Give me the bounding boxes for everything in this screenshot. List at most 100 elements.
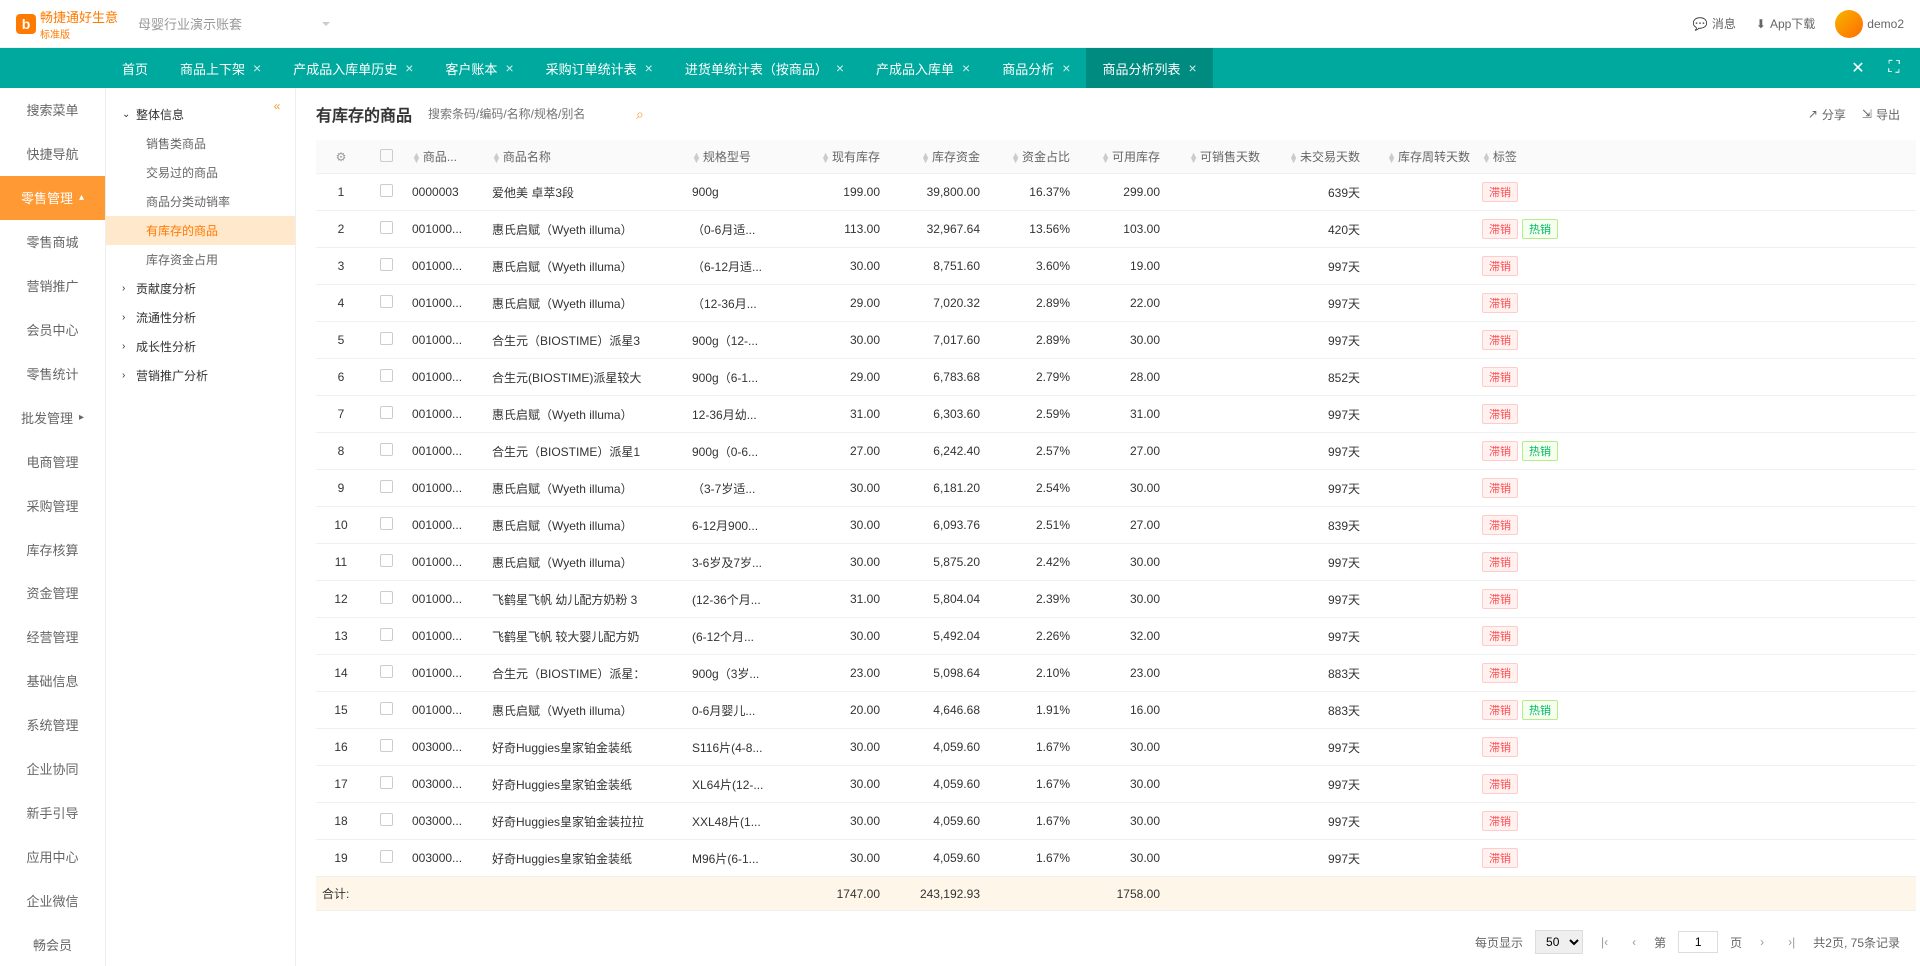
column-header[interactable]: ▲▼规格型号 [686,140,796,174]
sort-icon[interactable]: ▲▼ [1101,153,1110,163]
tab-close-icon[interactable]: × [1062,60,1070,76]
row-checkbox[interactable] [380,258,393,271]
fullscreen-icon[interactable]: ⛶ [1880,54,1908,82]
tab[interactable]: 商品分析× [986,48,1086,88]
column-header[interactable]: ▲▼商品名称 [486,140,686,174]
table-row[interactable]: 8001000...合生元（BIOSTIME）派星1900g（0-6...27.… [316,433,1916,470]
tree-section[interactable]: ›营销推广分析 [106,361,295,390]
close-all-icon[interactable]: ✕ [1844,54,1872,82]
row-checkbox[interactable] [380,517,393,530]
table-row[interactable]: 7001000...惠氏启赋（Wyeth illuma）12-36月幼...31… [316,396,1916,433]
table-row[interactable]: 15001000...惠氏启赋（Wyeth illuma）0-6月婴儿...20… [316,692,1916,729]
sidebar-item[interactable]: 快捷导航 [0,132,105,176]
tab-close-icon[interactable]: × [962,60,970,76]
tree-item[interactable]: 销售类商品 [106,129,295,158]
export-button[interactable]: ⇲ 导出 [1862,106,1900,123]
message-link[interactable]: 💬 消息 [1693,15,1736,32]
tab[interactable]: 首页 [106,48,164,88]
table-row[interactable]: 6001000...合生元(BIOSTIME)派星较大900g（6-1...29… [316,359,1916,396]
tab[interactable]: 产成品入库单历史× [277,48,429,88]
tab-close-icon[interactable]: × [1188,60,1196,76]
row-checkbox[interactable] [380,776,393,789]
table-row[interactable]: 4001000...惠氏启赋（Wyeth illuma）（12-36月...29… [316,285,1916,322]
row-checkbox[interactable] [380,813,393,826]
column-header[interactable]: ▲▼现有库存 [796,140,886,174]
first-page-button[interactable]: |‹ [1595,933,1614,951]
row-checkbox[interactable] [380,406,393,419]
column-header[interactable]: ▲▼库存资金 [886,140,986,174]
row-checkbox[interactable] [380,332,393,345]
row-checkbox[interactable] [380,295,393,308]
tab[interactable]: 产成品入库单× [860,48,986,88]
last-page-button[interactable]: ›| [1782,933,1801,951]
sidebar-item[interactable]: 电商管理 [0,439,105,483]
tab[interactable]: 采购订单统计表× [530,48,669,88]
prev-page-button[interactable]: ‹ [1626,933,1642,951]
column-header[interactable]: ▲▼可用库存 [1076,140,1166,174]
tab-close-icon[interactable]: × [253,60,261,76]
tab[interactable]: 进货单统计表（按商品）× [669,48,860,88]
tree-section[interactable]: ›贡献度分析 [106,274,295,303]
tab[interactable]: 客户账本× [429,48,529,88]
sidebar-item[interactable]: 会员中心 [0,308,105,352]
table-row[interactable]: 11001000...惠氏启赋（Wyeth illuma）3-6岁及7岁...3… [316,544,1916,581]
per-page-select[interactable]: 50 [1535,930,1583,954]
sidebar-item[interactable]: 零售管理▴ [0,176,105,220]
tab-close-icon[interactable]: × [405,60,413,76]
column-header[interactable]: ▲▼商品... [406,140,486,174]
table-row[interactable]: 10000003爱他美 卓萃3段900g199.0039,800.0016.37… [316,174,1916,211]
sidebar-item[interactable]: 畅会员 [0,922,105,966]
search-icon[interactable]: ⌕ [636,106,644,123]
tree-item[interactable]: 有库存的商品 [106,216,295,245]
column-header[interactable]: ▲▼资金占比 [986,140,1076,174]
row-checkbox[interactable] [380,665,393,678]
next-page-button[interactable]: › [1754,933,1770,951]
page-input[interactable] [1678,931,1718,953]
sort-icon[interactable]: ▲▼ [1011,153,1020,163]
sort-icon[interactable]: ▲▼ [692,153,701,163]
sidebar-item[interactable]: 资金管理 [0,571,105,615]
tree-section[interactable]: ›流通性分析 [106,303,295,332]
sidebar-item[interactable]: 系统管理 [0,703,105,747]
sidebar-item[interactable]: 零售统计 [0,351,105,395]
sort-icon[interactable]: ▲▼ [921,153,930,163]
tab-close-icon[interactable]: × [505,60,513,76]
app-download-link[interactable]: ⬇ App下载 [1756,15,1815,32]
tree-section[interactable]: ›成长性分析 [106,332,295,361]
sidebar-item[interactable]: 批发管理▸ [0,395,105,439]
tree-item[interactable]: 交易过的商品 [106,158,295,187]
sidebar-item[interactable]: 搜索菜单 [0,88,105,132]
tab-close-icon[interactable]: × [836,60,844,76]
sort-icon[interactable]: ▲▼ [1189,153,1198,163]
tree-item[interactable]: 商品分类动销率 [106,187,295,216]
column-header[interactable]: ⚙ [316,140,366,174]
account-selector[interactable]: 母婴行业演示账套 [138,14,330,33]
table-row[interactable]: 17003000...好奇Huggies皇家铂金装纸XL64片(12-...30… [316,766,1916,803]
table-row[interactable]: 2001000...惠氏启赋（Wyeth illuma）（0-6月适...113… [316,211,1916,248]
sort-icon[interactable]: ▲▼ [412,153,421,163]
sidebar-item[interactable]: 基础信息 [0,659,105,703]
row-checkbox[interactable] [380,702,393,715]
search-input[interactable] [428,107,628,121]
table-row[interactable]: 19003000...好奇Huggies皇家铂金装纸M96片(6-1...30.… [316,840,1916,877]
row-checkbox[interactable] [380,850,393,863]
tab[interactable]: 商品上下架× [164,48,277,88]
column-header[interactable] [366,140,406,174]
row-checkbox[interactable] [380,480,393,493]
sidebar-item[interactable]: 应用中心 [0,834,105,878]
column-header[interactable]: ▲▼可销售天数 [1166,140,1266,174]
row-checkbox[interactable] [380,221,393,234]
table-row[interactable]: 13001000...飞鹤星飞帆 较大婴儿配方奶(6-12个月...30.005… [316,618,1916,655]
table-row[interactable]: 10001000...惠氏启赋（Wyeth illuma）6-12月900...… [316,507,1916,544]
sidebar-item[interactable]: 企业协同 [0,747,105,791]
row-checkbox[interactable] [380,554,393,567]
sidebar-item[interactable]: 零售商城 [0,220,105,264]
table-row[interactable]: 14001000...合生元（BIOSTIME）派星：900g（3岁...23.… [316,655,1916,692]
sidebar-item[interactable]: 企业微信 [0,878,105,922]
sidebar-item[interactable]: 采购管理 [0,483,105,527]
tab-close-icon[interactable]: × [645,60,653,76]
row-checkbox[interactable] [380,443,393,456]
tab[interactable]: 商品分析列表× [1086,48,1212,88]
sidebar-item[interactable]: 经营管理 [0,615,105,659]
sort-icon[interactable]: ▲▼ [1387,153,1396,163]
